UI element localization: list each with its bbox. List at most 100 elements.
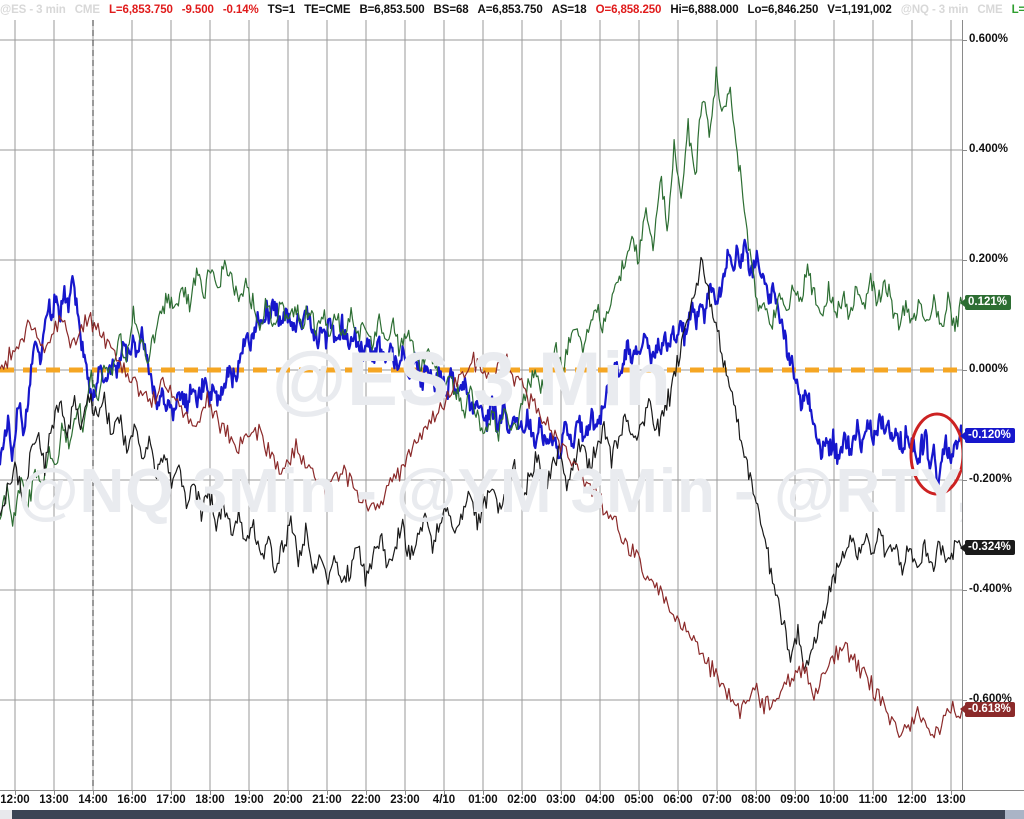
time-axis-tick — [249, 791, 250, 795]
last-price-badge-text: -0.324% — [968, 541, 1011, 554]
time-axis-label: 21:00 — [312, 794, 342, 806]
time-axis-label: 06:00 — [663, 794, 693, 806]
es-net-change: -9.500 — [181, 4, 214, 16]
price-axis-tick — [963, 590, 967, 591]
time-axis-tick — [561, 791, 562, 795]
time-axis-tick — [15, 791, 16, 795]
nq-exchange-label: CME — [977, 4, 1003, 16]
es-low: Lo=6,846.250 — [747, 4, 819, 16]
price-axis-tick — [963, 260, 967, 261]
es-volume: V=1,191,002 — [827, 4, 892, 16]
chart-canvas — [0, 20, 962, 790]
nq-last-price: L=25,279.500 — [1011, 4, 1024, 16]
price-axis-label: 0.200% — [969, 253, 1009, 265]
es-trade-exchange: TE=CME — [304, 4, 351, 16]
scrollbar-endcap[interactable] — [1005, 810, 1024, 819]
time-axis-tick — [834, 791, 835, 795]
time-axis-label: 20:00 — [273, 794, 303, 806]
price-axis-tick — [963, 480, 967, 481]
time-axis-tick — [210, 791, 211, 795]
last-price-badge-es[interactable]: -0.120% — [960, 428, 1015, 443]
time-axis-label: 05:00 — [624, 794, 654, 806]
es-open: O=6,858.250 — [595, 4, 662, 16]
time-axis-label: 16:00 — [117, 794, 147, 806]
time-axis-label: 07:00 — [702, 794, 732, 806]
time-axis-label: 18:00 — [195, 794, 225, 806]
time-axis-label: 4/10 — [432, 794, 456, 806]
time-axis-label: 02:00 — [507, 794, 537, 806]
price-axis-label: -0.200% — [969, 473, 1012, 485]
horizontal-scrollbar[interactable] — [0, 810, 1024, 819]
time-axis-tick — [54, 791, 55, 795]
price-axis[interactable]: 0.600% 0.400% 0.200% 0.000% -0.200% -0.400% -0… — [959, 20, 1024, 790]
price-axis-tick — [963, 700, 967, 701]
chart-plot-area[interactable]: @ES 3 Min @NQ 3Min - @YM 3Min - @RTY,3M — [0, 20, 962, 790]
time-axis-tick — [405, 791, 406, 795]
time-axis-tick — [444, 791, 445, 795]
time-axis-tick — [795, 791, 796, 795]
time-axis-label: 14:00 — [78, 794, 108, 806]
price-axis-tick — [963, 370, 967, 371]
time-axis-tick — [873, 791, 874, 795]
time-axis-tick — [522, 791, 523, 795]
price-axis-tick — [963, 150, 967, 151]
es-percent-change: -0.14% — [222, 4, 259, 16]
time-axis-tick — [717, 791, 718, 795]
price-axis-label: -0.600% — [969, 693, 1012, 705]
time-axis-tick — [951, 791, 952, 795]
time-axis-label: 10:00 — [819, 794, 849, 806]
scrollbar-thumb[interactable] — [12, 810, 1005, 819]
last-price-badge-text: -0.618% — [968, 702, 1011, 715]
time-axis-tick — [483, 791, 484, 795]
time-axis-label: 13:00 — [936, 794, 966, 806]
time-axis-label: 01:00 — [468, 794, 498, 806]
time-axis-label: 22:00 — [351, 794, 381, 806]
price-axis-label: 0.400% — [969, 143, 1009, 155]
time-axis-label: 08:00 — [741, 794, 771, 806]
quote-header-bar: @ES - 3 min CME L=6,853.750 -9.500 -0.14% TS=… — [0, 0, 1024, 20]
es-exchange-label: CME — [74, 4, 100, 16]
price-axis-label: -0.400% — [969, 583, 1012, 595]
time-axis-tick — [132, 791, 133, 795]
time-axis-tick — [171, 791, 172, 795]
time-axis-label: 19:00 — [234, 794, 264, 806]
time-axis-tick — [366, 791, 367, 795]
time-axis[interactable]: 12:00 13:00 14:00 16:00 17:00 18:00 19:00 20:00… — [0, 790, 1024, 810]
last-price-badge-ym[interactable]: -0.324% — [960, 540, 1015, 556]
time-axis-label: 12:00 — [0, 794, 30, 806]
time-axis-label: 13:00 — [39, 794, 69, 806]
es-bid-size: BS=68 — [433, 4, 469, 16]
time-axis-tick — [288, 791, 289, 795]
time-axis-tick — [93, 791, 94, 795]
time-axis-tick — [639, 791, 640, 795]
es-symbol-label[interactable]: @ES - 3 min — [0, 4, 66, 16]
time-axis-tick — [756, 791, 757, 795]
price-axis-label: 0.000% — [969, 363, 1009, 375]
time-axis-label: 03:00 — [546, 794, 576, 806]
price-axis-tick — [963, 40, 967, 41]
time-axis-tick — [912, 791, 913, 795]
time-axis-tick — [327, 791, 328, 795]
last-price-badge-text: -0.120% — [968, 429, 1011, 441]
es-bid: B=6,853.500 — [359, 4, 425, 16]
time-axis-label: 23:00 — [390, 794, 420, 806]
time-axis-label: 04:00 — [585, 794, 615, 806]
time-axis-tick — [678, 791, 679, 795]
ellipse-annotation — [909, 412, 962, 496]
last-price-badge-nq[interactable]: 0.121% — [959, 295, 1012, 311]
es-high: Hi=6,888.000 — [670, 4, 739, 16]
es-ask: A=6,853.750 — [477, 4, 543, 16]
last-price-badge-rty[interactable]: -0.618% — [960, 701, 1015, 717]
nq-symbol-label[interactable]: @NQ - 3 min — [900, 4, 969, 16]
es-trade-size: TS=1 — [267, 4, 296, 16]
last-price-badge-text: 0.121% — [968, 296, 1008, 309]
price-series-lines — [0, 66, 962, 739]
time-axis-label: 17:00 — [156, 794, 186, 806]
time-axis-label: 09:00 — [780, 794, 810, 806]
es-ask-size: AS=18 — [551, 4, 587, 16]
price-axis-label: 0.600% — [969, 33, 1009, 45]
time-axis-label: 11:00 — [858, 794, 888, 806]
es-last-price: L=6,853.750 — [108, 4, 173, 16]
time-axis-tick — [600, 791, 601, 795]
